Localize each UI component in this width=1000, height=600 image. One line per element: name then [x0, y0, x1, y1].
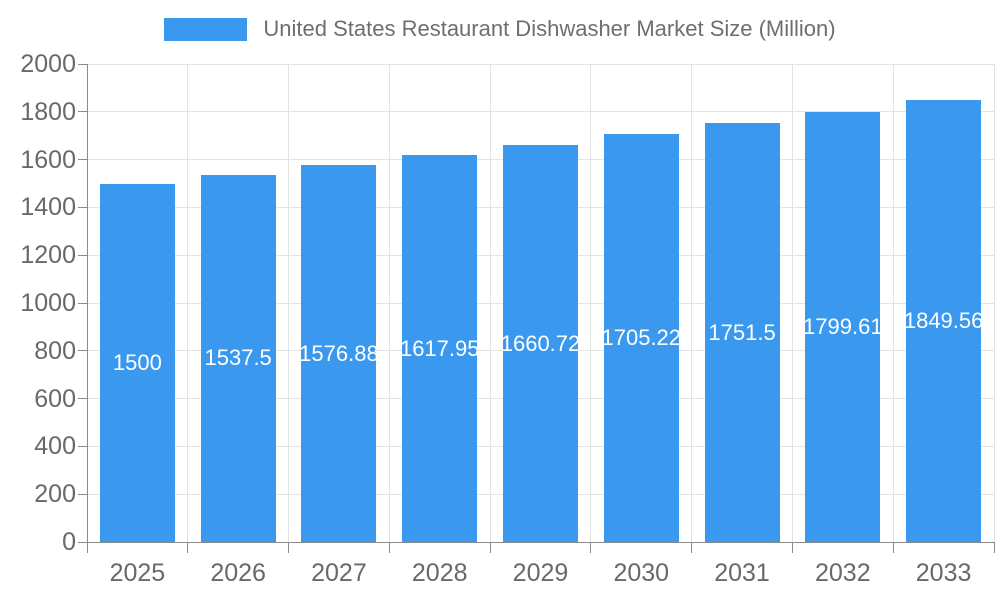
x-axis-tick — [993, 542, 995, 553]
bar: 1660.72 — [503, 145, 578, 542]
y-axis-tick-label: 2000 — [20, 50, 76, 78]
bar: 1500 — [99, 183, 175, 542]
bar-value-label: 1799.61 — [805, 313, 881, 339]
plot-area: 0 200 400 600 800 1000 1200 1400 1600 1800 2000 150… — [20, 50, 995, 587]
v-gridline — [791, 64, 793, 542]
x-axis-tick-label: 2029 — [512, 559, 569, 587]
bar: 1799.61 — [805, 111, 881, 542]
x-axis-tick-label: 2030 — [613, 559, 670, 587]
y-axis-tick-label: 600 — [34, 384, 76, 413]
x-axis-tick-label: 2031 — [714, 559, 770, 587]
bar-value-label: 1849.56 — [906, 307, 982, 333]
legend-swatch — [164, 17, 248, 41]
x-axis-tick — [791, 542, 793, 553]
y-axis-tick — [78, 445, 87, 447]
y-axis-tick — [78, 302, 87, 304]
h-gridline — [87, 63, 994, 65]
bar-value-label: 1660.72 — [503, 330, 578, 356]
x-axis-tick — [892, 542, 894, 553]
bar-value-label: 1576.88 — [301, 340, 377, 366]
x-axis-tick — [86, 542, 88, 553]
x-axis-tick — [388, 542, 390, 553]
bar: 1849.56 — [906, 99, 982, 542]
y-axis-tick — [78, 206, 87, 208]
y-axis-tick-label: 200 — [34, 480, 76, 509]
v-gridline — [388, 64, 390, 542]
bar-value-label: 1751.5 — [708, 319, 776, 345]
x-axis-tick — [590, 542, 592, 553]
bar: 1751.5 — [704, 123, 780, 542]
bar-value-label: 1537.5 — [204, 345, 272, 371]
y-axis-tick-label: 1800 — [20, 97, 76, 126]
x-axis-tick — [691, 542, 693, 553]
x-axis-tick — [489, 542, 491, 553]
x-axis-tick — [187, 542, 189, 553]
y-axis-tick-label: 400 — [34, 432, 76, 461]
v-gridline — [691, 64, 693, 542]
y-axis-tick-label: 1200 — [20, 241, 76, 270]
y-axis-tick — [78, 63, 87, 65]
y-axis-tick — [78, 350, 87, 352]
bar-value-label: 1500 — [112, 349, 162, 375]
y-axis-tick — [78, 493, 87, 495]
v-gridline — [489, 64, 491, 542]
y-axis-tick-label: 1000 — [20, 289, 76, 317]
y-axis-tick — [78, 159, 87, 161]
x-axis-tick — [288, 542, 290, 553]
chart-legend: United States Restaurant Dishwasher Mark… — [0, 16, 1000, 42]
chart-title: United States Restaurant Dishwasher Mark… — [263, 16, 836, 41]
y-axis-tick — [78, 254, 87, 256]
x-axis-tick-label: 2026 — [210, 559, 266, 587]
bar: 1576.88 — [301, 165, 377, 542]
bar-value-label: 1617.95 — [402, 335, 478, 361]
y-axis-tick-label: 1600 — [20, 145, 76, 174]
bar-value-label: 1705.22 — [603, 325, 679, 351]
v-gridline — [590, 64, 592, 542]
bar: 1537.5 — [200, 174, 276, 542]
y-axis-tick — [78, 398, 87, 400]
y-axis-tick — [78, 541, 87, 543]
bar: 1617.95 — [402, 155, 478, 542]
x-axis-tick-label: 2025 — [109, 559, 166, 587]
x-axis-tick-label: 2027 — [311, 559, 367, 587]
y-axis-tick — [78, 111, 87, 113]
x-axis-tick-label: 2028 — [411, 559, 468, 587]
y-axis-tick-label: 0 — [62, 528, 76, 556]
y-axis-tick-label: 1400 — [20, 193, 76, 222]
x-axis-tick-label: 2032 — [815, 559, 871, 587]
v-gridline — [288, 64, 290, 542]
y-axis-tick-label: 800 — [34, 336, 76, 365]
v-gridline — [993, 64, 995, 542]
x-axis-tick-label: 2033 — [915, 559, 972, 587]
v-gridline — [187, 64, 189, 542]
y-axis-line — [87, 64, 88, 542]
bar: 1705.22 — [603, 134, 679, 542]
v-gridline — [892, 64, 894, 542]
